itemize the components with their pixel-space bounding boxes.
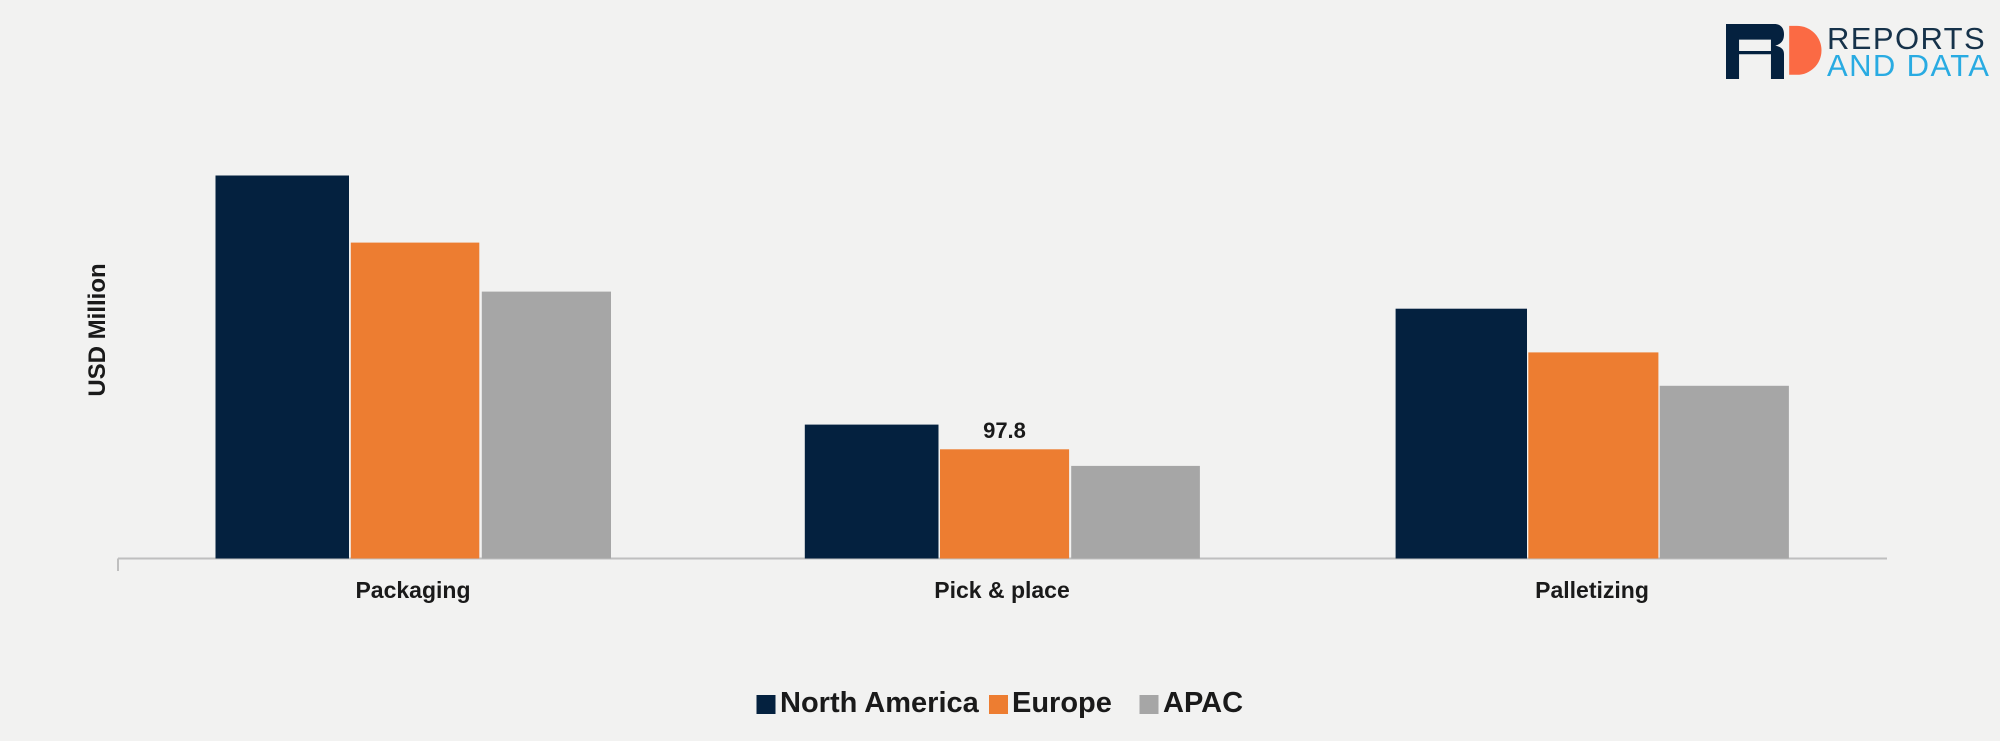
svg-text:Palletizing: Palletizing <box>1535 577 1649 603</box>
svg-text:APAC: APAC <box>1163 687 1243 719</box>
svg-text:AND DATA: AND DATA <box>1827 48 1990 83</box>
svg-text:Packaging: Packaging <box>355 577 470 603</box>
svg-text:Europe: Europe <box>1012 687 1112 719</box>
svg-text:North America: North America <box>780 687 980 719</box>
svg-text:97.8: 97.8 <box>983 418 1026 443</box>
svg-text:USD Million: USD Million <box>84 263 111 396</box>
svg-text:Pick & place: Pick & place <box>934 577 1070 603</box>
